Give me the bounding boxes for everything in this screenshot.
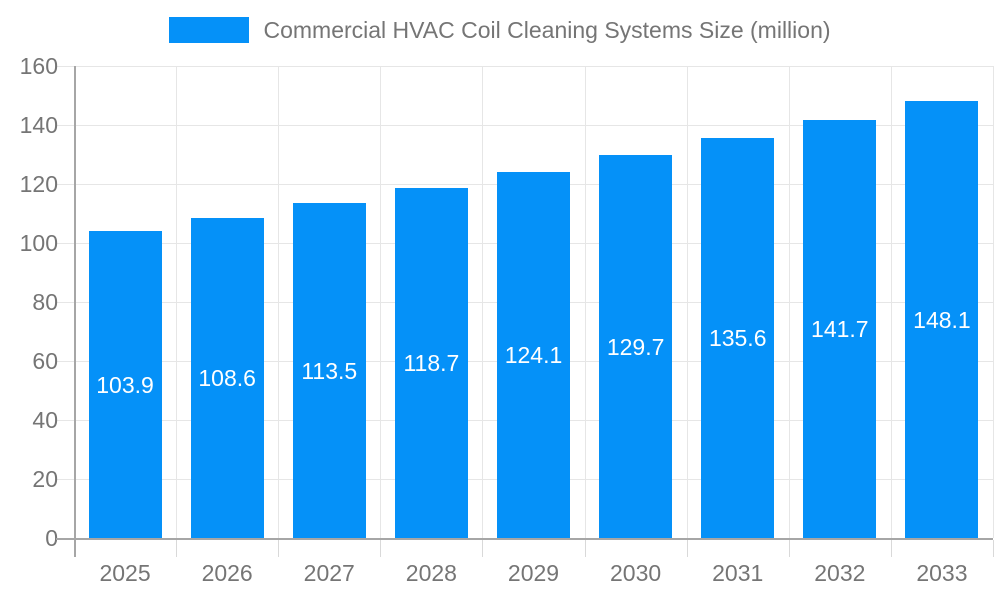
chart-title: Commercial HVAC Coil Cleaning Systems Si… [263,17,831,43]
x-axis-tick-label: 2032 [814,560,866,586]
bar-value-label: 135.6 [708,324,767,351]
bar-value-label: 124.1 [504,341,563,368]
x-axis-tick-label: 2031 [712,560,764,586]
x-gridline [788,66,790,538]
x-axis-tick-label: 2028 [405,560,457,586]
y-axis-tick-label: 20 [32,466,58,492]
x-gridline [482,66,484,538]
x-axis-tick [278,540,280,557]
x-axis-tick [380,540,382,557]
y-axis-tick-label: 120 [19,171,58,197]
x-axis-tick-label: 2026 [201,560,253,586]
y-axis-tick-label: 80 [32,289,58,315]
x-axis-tick-label: 2030 [610,560,662,586]
x-axis-tick [482,540,484,557]
bar[interactable] [701,137,775,538]
x-axis-tick [788,540,790,557]
x-axis-tick-label: 2033 [916,560,968,586]
bar-value-label: 148.1 [913,306,971,333]
x-axis-line [56,538,993,540]
x-axis-tick [686,540,688,557]
x-axis-tick [993,540,994,557]
y-gridline [56,125,993,126]
bar[interactable] [292,203,366,538]
bar[interactable] [599,155,673,538]
bar[interactable] [803,119,877,538]
y-axis-line [74,66,76,557]
x-gridline [890,66,892,538]
bar-value-label: 108.6 [198,364,256,391]
x-axis-tick [584,540,586,557]
x-axis-tick [890,540,892,557]
bar[interactable] [190,217,264,538]
y-axis-tick-label: 0 [45,525,58,551]
y-gridline [56,66,993,67]
y-axis-tick-label: 140 [19,112,58,138]
x-gridline [584,66,586,538]
y-axis-tick-label: 60 [32,348,58,374]
y-axis-tick-label: 160 [19,53,58,79]
bar-value-label: 113.5 [301,357,358,384]
chart-legend: Commercial HVAC Coil Cleaning Systems Si… [0,17,1000,43]
x-axis-tick [176,540,178,557]
bar-value-label: 129.7 [606,333,665,360]
bar-value-label: 118.7 [403,349,460,376]
legend-swatch [169,17,250,43]
x-gridline [176,66,178,538]
x-axis-tick-label: 2027 [303,560,355,586]
x-gridline [686,66,688,538]
x-gridline [278,66,280,538]
bar-value-label: 103.9 [96,371,154,398]
bar-value-label: 141.7 [811,315,869,342]
bar[interactable] [905,101,979,538]
y-axis-tick-label: 100 [19,230,58,256]
x-axis-tick-label: 2029 [507,560,560,586]
x-axis-tick-label: 2025 [99,560,151,586]
bar[interactable] [497,171,570,538]
x-gridline [380,66,382,538]
y-axis-tick-label: 40 [32,407,58,433]
bar[interactable] [394,187,468,538]
bar[interactable] [88,231,162,538]
x-gridline [993,66,994,538]
